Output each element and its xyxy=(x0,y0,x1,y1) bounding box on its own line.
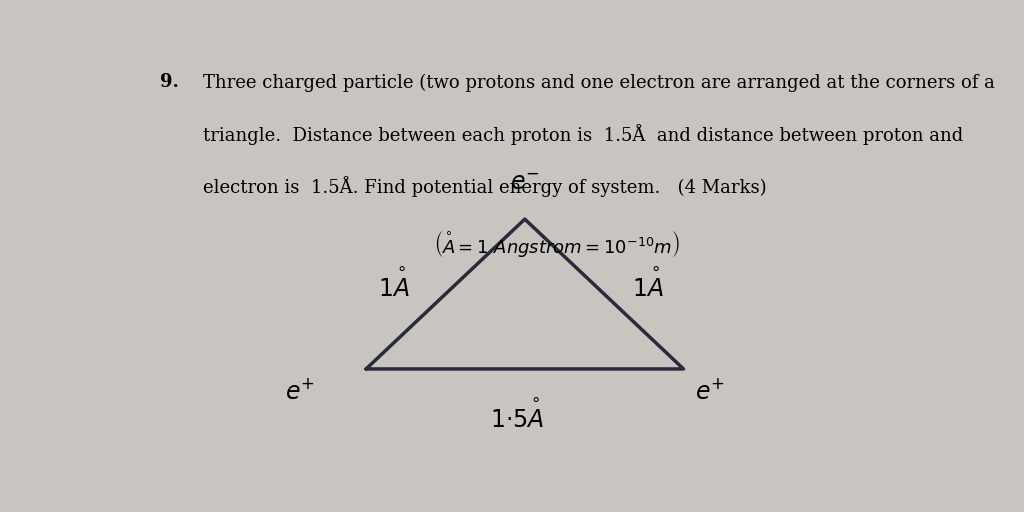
Text: $\left(\overset{\circ}{A}=1\ Angstrom=10^{-10}m\right)$: $\left(\overset{\circ}{A}=1\ Angstrom=10… xyxy=(433,229,679,260)
Text: $1\overset{\circ}{A}$: $1\overset{\circ}{A}$ xyxy=(632,267,664,302)
Text: $1{\cdot}5\overset{\circ}{A}$: $1{\cdot}5\overset{\circ}{A}$ xyxy=(489,398,544,433)
Text: $1\overset{\circ}{A}$: $1\overset{\circ}{A}$ xyxy=(378,267,410,302)
Text: $e^{-}$: $e^{-}$ xyxy=(510,172,540,196)
Text: $e^{+}$: $e^{+}$ xyxy=(285,379,314,404)
Text: Three charged particle (two protons and one electron are arranged at the corners: Three charged particle (two protons and … xyxy=(204,73,995,92)
Text: 9.: 9. xyxy=(160,73,178,91)
Text: electron is  1.5Å. Find potential energy of system.   (4 Marks): electron is 1.5Å. Find potential energy … xyxy=(204,176,767,197)
Text: triangle.  Distance between each proton is  1.5Å  and distance between proton an: triangle. Distance between each proton i… xyxy=(204,124,964,145)
Text: $e^{+}$: $e^{+}$ xyxy=(695,379,725,404)
